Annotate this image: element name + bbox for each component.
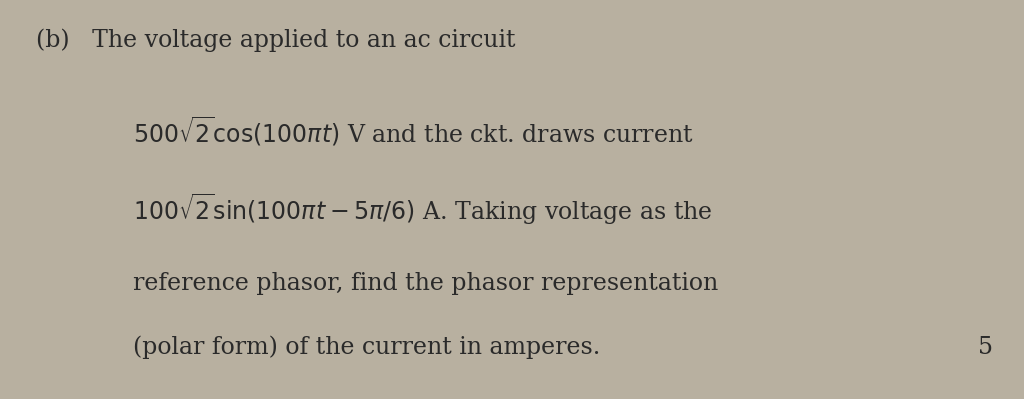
Text: $100\sqrt{2}\sin(100\pi t - 5\pi/6)$ A. Taking voltage as the: $100\sqrt{2}\sin(100\pi t - 5\pi/6)$ A. …: [133, 192, 713, 227]
Text: $500\sqrt{2}\cos(100\pi t)$ V and the ckt. draws current: $500\sqrt{2}\cos(100\pi t)$ V and the ck…: [133, 114, 694, 148]
Text: (polar form) of the current in amperes.: (polar form) of the current in amperes.: [133, 336, 600, 359]
Text: 5: 5: [978, 336, 993, 359]
Text: (b)   The voltage applied to an ac circuit: (b) The voltage applied to an ac circuit: [36, 28, 515, 52]
Text: reference phasor, find the phasor representation: reference phasor, find the phasor repres…: [133, 272, 719, 295]
